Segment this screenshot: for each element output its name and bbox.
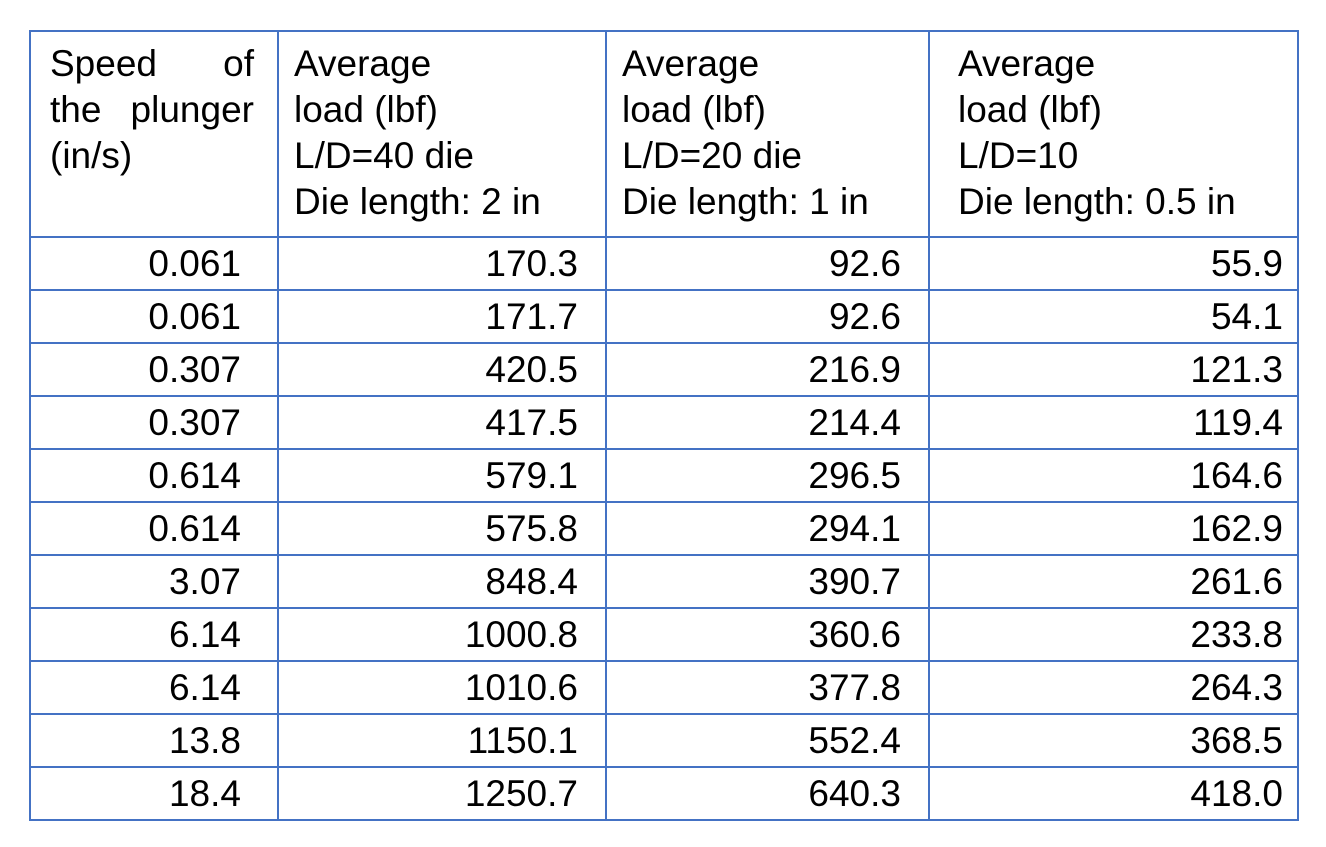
table-cell: 164.6 — [928, 448, 1299, 503]
table-cell: 848.4 — [277, 554, 607, 609]
table-cell: 214.4 — [605, 395, 930, 450]
table-cell: 418.0 — [928, 766, 1299, 821]
table-cell: 1150.1 — [277, 713, 607, 768]
table-cell: 121.3 — [928, 342, 1299, 397]
table-cell: 170.3 — [277, 236, 607, 291]
table-cell: 368.5 — [928, 713, 1299, 768]
header-speed-of-plunger: Speed of the plunger (in/s) — [29, 30, 279, 238]
table-row: 6.14 1010.6 377.8 264.3 — [29, 660, 1299, 715]
table-cell: 162.9 — [928, 501, 1299, 556]
table-cell: 6.14 — [29, 660, 279, 715]
table-cell: 171.7 — [277, 289, 607, 344]
table-cell: 18.4 — [29, 766, 279, 821]
header-load-ld10: Average load (lbf) L/D=10 Die length: 0.… — [928, 30, 1299, 238]
table-cell: 420.5 — [277, 342, 607, 397]
table-row: 0.061 170.3 92.6 55.9 — [29, 236, 1299, 291]
table-cell: 1250.7 — [277, 766, 607, 821]
header-load-ld20: Average load (lbf) L/D=20 die Die length… — [605, 30, 930, 238]
table-cell: 0.307 — [29, 395, 279, 450]
plunger-load-table: Speed of the plunger (in/s) Average load… — [29, 30, 1299, 821]
table-cell: 13.8 — [29, 713, 279, 768]
table-cell: 264.3 — [928, 660, 1299, 715]
table-cell: 0.614 — [29, 501, 279, 556]
table-cell: 92.6 — [605, 289, 930, 344]
table-cell: 0.307 — [29, 342, 279, 397]
table-row: 0.307 417.5 214.4 119.4 — [29, 395, 1299, 450]
table-cell: 0.061 — [29, 289, 279, 344]
table-row: 0.061 171.7 92.6 54.1 — [29, 289, 1299, 344]
table-cell: 377.8 — [605, 660, 930, 715]
table-row: 18.4 1250.7 640.3 418.0 — [29, 766, 1299, 821]
table-cell: 3.07 — [29, 554, 279, 609]
table-cell: 233.8 — [928, 607, 1299, 662]
table-cell: 0.614 — [29, 448, 279, 503]
table-row: 3.07 848.4 390.7 261.6 — [29, 554, 1299, 609]
table-cell: 360.6 — [605, 607, 930, 662]
table-cell: 294.1 — [605, 501, 930, 556]
table-row: 13.8 1150.1 552.4 368.5 — [29, 713, 1299, 768]
table-cell: 579.1 — [277, 448, 607, 503]
table-cell: 0.061 — [29, 236, 279, 291]
table-cell: 6.14 — [29, 607, 279, 662]
table-cell: 552.4 — [605, 713, 930, 768]
table-cell: 1000.8 — [277, 607, 607, 662]
table-cell: 92.6 — [605, 236, 930, 291]
table-row: 6.14 1000.8 360.6 233.8 — [29, 607, 1299, 662]
table-cell: 390.7 — [605, 554, 930, 609]
table-cell: 119.4 — [928, 395, 1299, 450]
header-row: Speed of the plunger (in/s) Average load… — [29, 30, 1299, 238]
table-header: Speed of the plunger (in/s) Average load… — [29, 30, 1299, 238]
table-cell: 216.9 — [605, 342, 930, 397]
table-cell: 417.5 — [277, 395, 607, 450]
table-cell: 54.1 — [928, 289, 1299, 344]
table-row: 0.614 575.8 294.1 162.9 — [29, 501, 1299, 556]
table-cell: 261.6 — [928, 554, 1299, 609]
table-cell: 575.8 — [277, 501, 607, 556]
table-body: 0.061 170.3 92.6 55.9 0.061 171.7 92.6 54.1 0.30… — [29, 236, 1299, 821]
header-load-ld40: Average load (lbf) L/D=40 die Die length… — [277, 30, 607, 238]
table-cell: 296.5 — [605, 448, 930, 503]
table-cell: 55.9 — [928, 236, 1299, 291]
table-cell: 640.3 — [605, 766, 930, 821]
table-row: 0.614 579.1 296.5 164.6 — [29, 448, 1299, 503]
table-row: 0.307 420.5 216.9 121.3 — [29, 342, 1299, 397]
table-cell: 1010.6 — [277, 660, 607, 715]
